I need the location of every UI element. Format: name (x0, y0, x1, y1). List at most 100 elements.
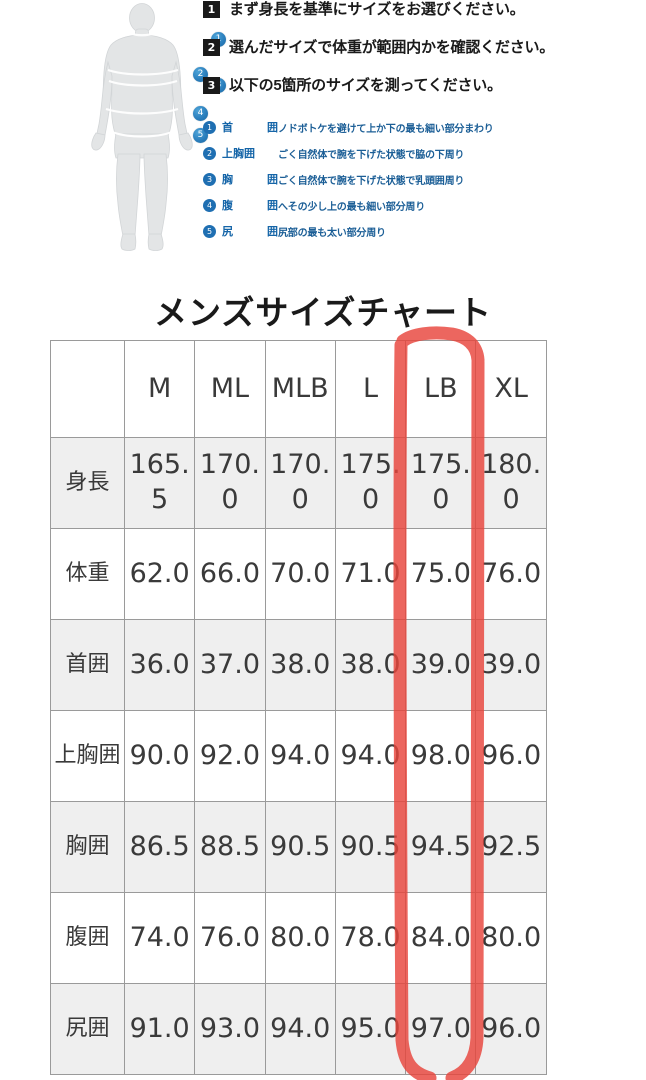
cell-neck-ml: 37.0 (194, 619, 266, 711)
row-label-chest: 胸囲 (50, 801, 125, 893)
row-label-weight: 体重 (50, 528, 125, 620)
cell-chest-lb: 94.5 (405, 801, 477, 893)
measure-number-4: 4 (203, 198, 216, 212)
cell-height-xl: 180.0 (475, 437, 547, 529)
table-row: 身長 165.5 170.0 170.0 175.0 175.0 180.0 (50, 437, 547, 529)
table-row: 胸囲 86.5 88.5 90.5 90.5 94.5 92.5 (50, 801, 547, 893)
cell-waist-xl: 80.0 (475, 892, 547, 984)
measure-number-3: 3 (203, 172, 216, 186)
instruction-list: 1 まず身長を基準にサイズをお選びください。 2 選んだサイズで体重が範囲内かを… (203, 0, 633, 114)
table-body: 身長 165.5 170.0 170.0 175.0 175.0 180.0 体… (50, 437, 547, 1075)
cell-height-l: 175.0 (334, 437, 407, 529)
cell-height-lb: 175.0 (405, 437, 477, 529)
cell-hip-lb: 97.0 (405, 983, 477, 1075)
measure-part-b: 囲 (267, 174, 278, 186)
cell-waist-lb: 84.0 (405, 892, 477, 984)
cell-waist-m: 74.0 (123, 892, 196, 984)
measure-part-2: 上胸囲 (222, 145, 278, 161)
cell-upper-chest-xl: 96.0 (475, 710, 547, 802)
body-silhouette-icon (91, 3, 193, 251)
cell-upper-chest-lb: 98.0 (405, 710, 477, 802)
size-guide-section: 1 2 3 4 5 1 まず身長を基準にサイズをお選びください。 2 選んだサイ… (0, 0, 646, 262)
cell-neck-lb: 39.0 (405, 619, 477, 711)
measure-number-1: 1 (203, 120, 216, 134)
column-header-mlb[interactable]: MLB (264, 340, 336, 438)
cell-hip-l: 95.0 (334, 983, 407, 1075)
cell-height-m: 165.5 (123, 437, 196, 529)
table-row: 腹囲 74.0 76.0 80.0 78.0 84.0 80.0 (50, 892, 547, 984)
cell-height-mlb: 170.0 (264, 437, 336, 529)
cell-hip-ml: 93.0 (194, 983, 266, 1075)
measure-part-5: 尻 囲 (222, 223, 278, 239)
cell-neck-m: 36.0 (123, 619, 196, 711)
row-label-waist: 腹囲 (50, 892, 125, 984)
measure-desc-5: 尻部の最も太い部分周り (278, 227, 386, 239)
cell-weight-l: 71.0 (334, 528, 407, 620)
cell-chest-m: 86.5 (123, 801, 196, 893)
step-badge-1: 1 (203, 1, 220, 18)
page-title: メンズサイズチャート (153, 293, 493, 332)
measure-number-5: 5 (203, 224, 216, 238)
cell-height-ml: 170.0 (194, 437, 266, 529)
measurement-point: 1 首 囲 ノドボトケを避けて上か下の最も細い部分まわり (203, 114, 633, 140)
instruction-step: 3 以下の5箇所のサイズを測ってください。 (203, 76, 633, 114)
cell-upper-chest-l: 94.0 (334, 710, 407, 802)
cell-chest-l: 90.5 (334, 801, 407, 893)
cell-neck-l: 38.0 (334, 619, 407, 711)
cell-neck-mlb: 38.0 (264, 619, 336, 711)
cell-chest-xl: 92.5 (475, 801, 547, 893)
cell-waist-mlb: 80.0 (264, 892, 336, 984)
measure-part-a: 胸 (222, 174, 233, 186)
table-corner-cell (50, 340, 125, 438)
measurement-point: 2 上胸囲 ごく自然体で腕を下げた状態で脇の下周り (203, 140, 633, 166)
cell-upper-chest-m: 90.0 (123, 710, 196, 802)
measure-desc-4: へその少し上の最も細い部分周り (278, 201, 425, 213)
cell-weight-xl: 76.0 (475, 528, 547, 620)
table-row: 首囲 36.0 37.0 38.0 38.0 39.0 39.0 (50, 619, 547, 711)
table-header-row: M ML MLB L LB XL (50, 340, 547, 438)
row-label-hip: 尻囲 (50, 983, 125, 1075)
cell-weight-ml: 66.0 (194, 528, 266, 620)
measurement-point: 5 尻 囲 尻部の最も太い部分周り (203, 218, 633, 244)
cell-chest-mlb: 90.5 (264, 801, 336, 893)
cell-waist-l: 78.0 (334, 892, 407, 984)
measure-part-4: 腹 囲 (222, 197, 278, 213)
column-header-lb[interactable]: LB (405, 340, 477, 438)
measure-number-2: 2 (203, 146, 216, 160)
column-header-ml[interactable]: ML (194, 340, 266, 438)
body-diagram: 1 2 3 4 5 (78, 2, 226, 254)
measurement-point: 4 腹 囲 へその少し上の最も細い部分周り (203, 192, 633, 218)
cell-hip-m: 91.0 (123, 983, 196, 1075)
measure-part-b: 囲 (267, 200, 278, 212)
row-label-height: 身長 (50, 437, 125, 529)
measurement-point: 3 胸 囲 ごく自然体で腕を下げた状態で乳頭囲周り (203, 166, 633, 192)
row-label-upper-chest: 上胸囲 (50, 710, 125, 802)
step-text-2: 選んだサイズで体重が範囲内かを確認ください。 (229, 39, 555, 56)
step-text-3: 以下の5箇所のサイズを測ってください。 (229, 77, 502, 94)
measure-part-a: 首 (222, 122, 233, 134)
measure-part-a: 腹 (222, 200, 233, 212)
measure-part-3: 胸 囲 (222, 171, 278, 187)
row-label-neck: 首囲 (50, 619, 125, 711)
table-row: 尻囲 91.0 93.0 94.0 95.0 97.0 96.0 (50, 983, 547, 1075)
measure-part-b: 囲 (267, 226, 278, 238)
column-header-m[interactable]: M (123, 340, 196, 438)
column-header-xl[interactable]: XL (475, 340, 547, 438)
cell-hip-mlb: 94.0 (264, 983, 336, 1075)
measure-part-b: 囲 (267, 122, 278, 134)
cell-waist-ml: 76.0 (194, 892, 266, 984)
step-badge-2: 2 (203, 39, 220, 56)
cell-hip-xl: 96.0 (475, 983, 547, 1075)
measure-desc-1: ノドボトケを避けて上か下の最も細い部分まわり (278, 123, 494, 135)
measure-desc-2: ごく自然体で腕を下げた状態で脇の下周り (278, 149, 465, 161)
step-text-1: まず身長を基準にサイズをお選びください。 (229, 1, 525, 18)
measure-part-1: 首 囲 (222, 119, 278, 135)
size-chart-table: M ML MLB L LB XL 身長 165.5 170.0 170.0 17… (50, 340, 547, 1075)
body-marker-4: 4 (193, 106, 208, 121)
table-row: 体重 62.0 66.0 70.0 71.0 75.0 76.0 (50, 528, 547, 620)
cell-weight-m: 62.0 (123, 528, 196, 620)
cell-weight-lb: 75.0 (405, 528, 477, 620)
column-header-l[interactable]: L (334, 340, 407, 438)
table-row: 上胸囲 90.0 92.0 94.0 94.0 98.0 96.0 (50, 710, 547, 802)
measure-part-a: 上胸囲 (222, 148, 255, 160)
